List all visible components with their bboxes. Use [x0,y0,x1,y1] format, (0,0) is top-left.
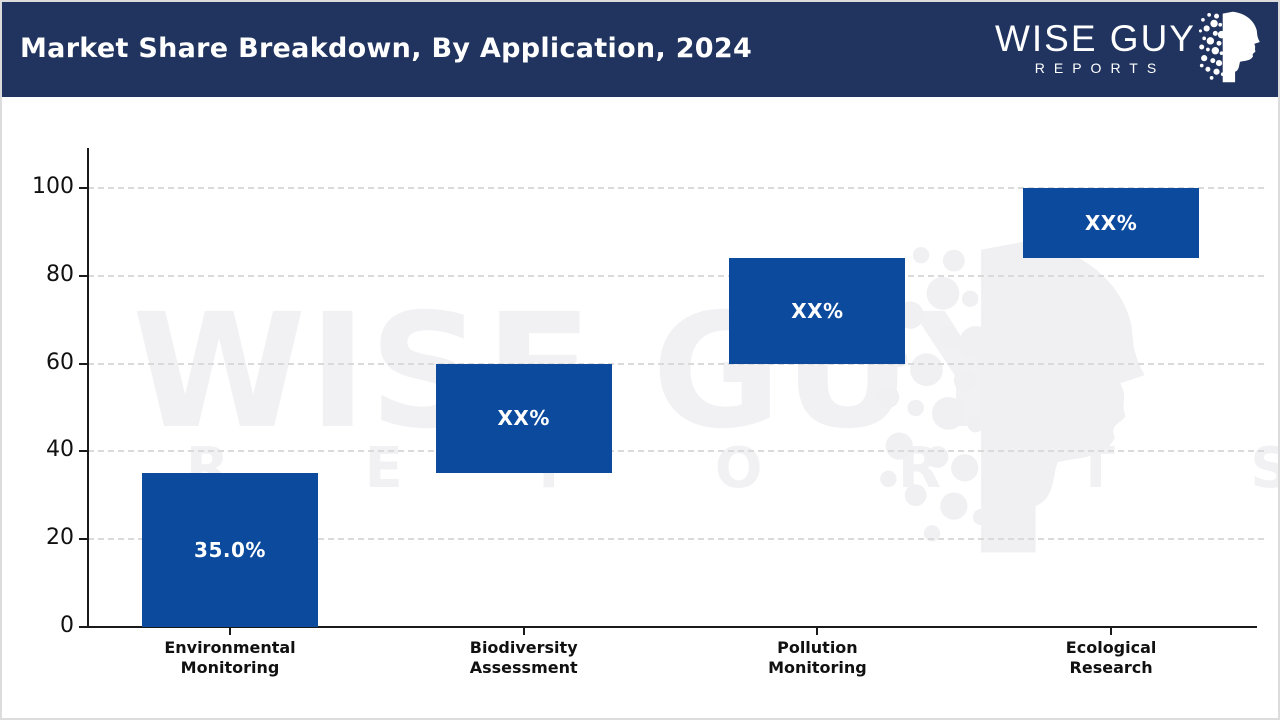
bar-pollution-monitoring: XX% [729,258,906,364]
x-axis-label: Ecological Research [1065,638,1157,677]
y-tick-mark [79,362,88,365]
brand-name: WISE GUY [994,17,1196,59]
y-tick-label: 20 [46,525,74,551]
gridline [88,450,1264,453]
x-axis-label: Environmental Monitoring [164,638,296,677]
brand-logo: WISE GUY REPORTS [995,8,1266,86]
y-tick-label: 80 [46,261,74,287]
bar-value-label: XX% [1084,211,1138,236]
x-tick-mark [229,627,231,635]
y-tick-mark [79,626,88,628]
bar-ecological-research: XX% [1023,188,1200,259]
y-tick-mark [79,450,88,453]
x-axis-line [87,626,1257,628]
brand-subname: REPORTS [1034,59,1166,76]
gridline [88,362,1264,365]
bar-environmental-monitoring: 35.0% [142,473,318,627]
x-axis-label: Biodiversity Assessment [469,638,578,677]
gridline [88,538,1264,541]
gridline [88,274,1264,277]
x-tick-mark [816,627,819,635]
y-tick-mark [79,187,88,189]
x-tick-mark [522,627,525,635]
y-tick-mark [79,274,88,277]
y-tick-label: 100 [32,174,74,199]
y-axis-line [87,148,89,628]
x-tick-mark [1110,627,1113,635]
bar-value-label: 35.0% [194,538,266,563]
gridline [88,187,1264,189]
bar-biodiversity-assessment: XX% [435,363,612,474]
bar-value-label: XX% [497,406,550,431]
y-tick-label: 40 [46,437,74,463]
header-bar: Market Share Breakdown, By Application, … [0,0,1280,97]
x-axis-label: Pollution Monitoring [768,638,867,677]
y-tick-label: 60 [46,349,74,375]
bar-value-label: XX% [791,298,844,323]
y-tick-label: 0 [60,613,74,638]
y-tick-mark [79,538,88,541]
brand-head-icon [1198,8,1266,86]
page-title: Market Share Breakdown, By Application, … [20,33,753,64]
brand-logo-text: WISE GUY REPORTS [994,17,1196,76]
